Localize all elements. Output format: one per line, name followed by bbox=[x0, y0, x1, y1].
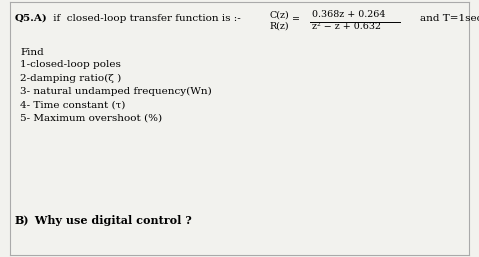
Text: 0.368z + 0.264: 0.368z + 0.264 bbox=[312, 10, 386, 19]
Text: Find: Find bbox=[20, 48, 44, 57]
Text: and T=1sec: and T=1sec bbox=[420, 14, 479, 23]
Text: 3- natural undamped frequency(Wn): 3- natural undamped frequency(Wn) bbox=[20, 87, 212, 96]
Text: Why use digital control ?: Why use digital control ? bbox=[31, 215, 192, 226]
Text: R(z): R(z) bbox=[270, 22, 290, 31]
Text: =: = bbox=[292, 15, 300, 24]
Text: 4- Time constant (τ): 4- Time constant (τ) bbox=[20, 100, 125, 109]
Text: B): B) bbox=[15, 215, 30, 226]
Text: 2-damping ratio(ζ ): 2-damping ratio(ζ ) bbox=[20, 74, 121, 82]
Text: z² − z + 0.632: z² − z + 0.632 bbox=[312, 22, 381, 31]
Text: 5- Maximum overshoot (%): 5- Maximum overshoot (%) bbox=[20, 114, 162, 123]
Text: if  closed-loop transfer function is :-: if closed-loop transfer function is :- bbox=[50, 14, 241, 23]
Text: 1-closed-loop poles: 1-closed-loop poles bbox=[20, 60, 121, 69]
Text: Q5.A): Q5.A) bbox=[15, 14, 48, 23]
Text: C(z): C(z) bbox=[270, 11, 290, 20]
